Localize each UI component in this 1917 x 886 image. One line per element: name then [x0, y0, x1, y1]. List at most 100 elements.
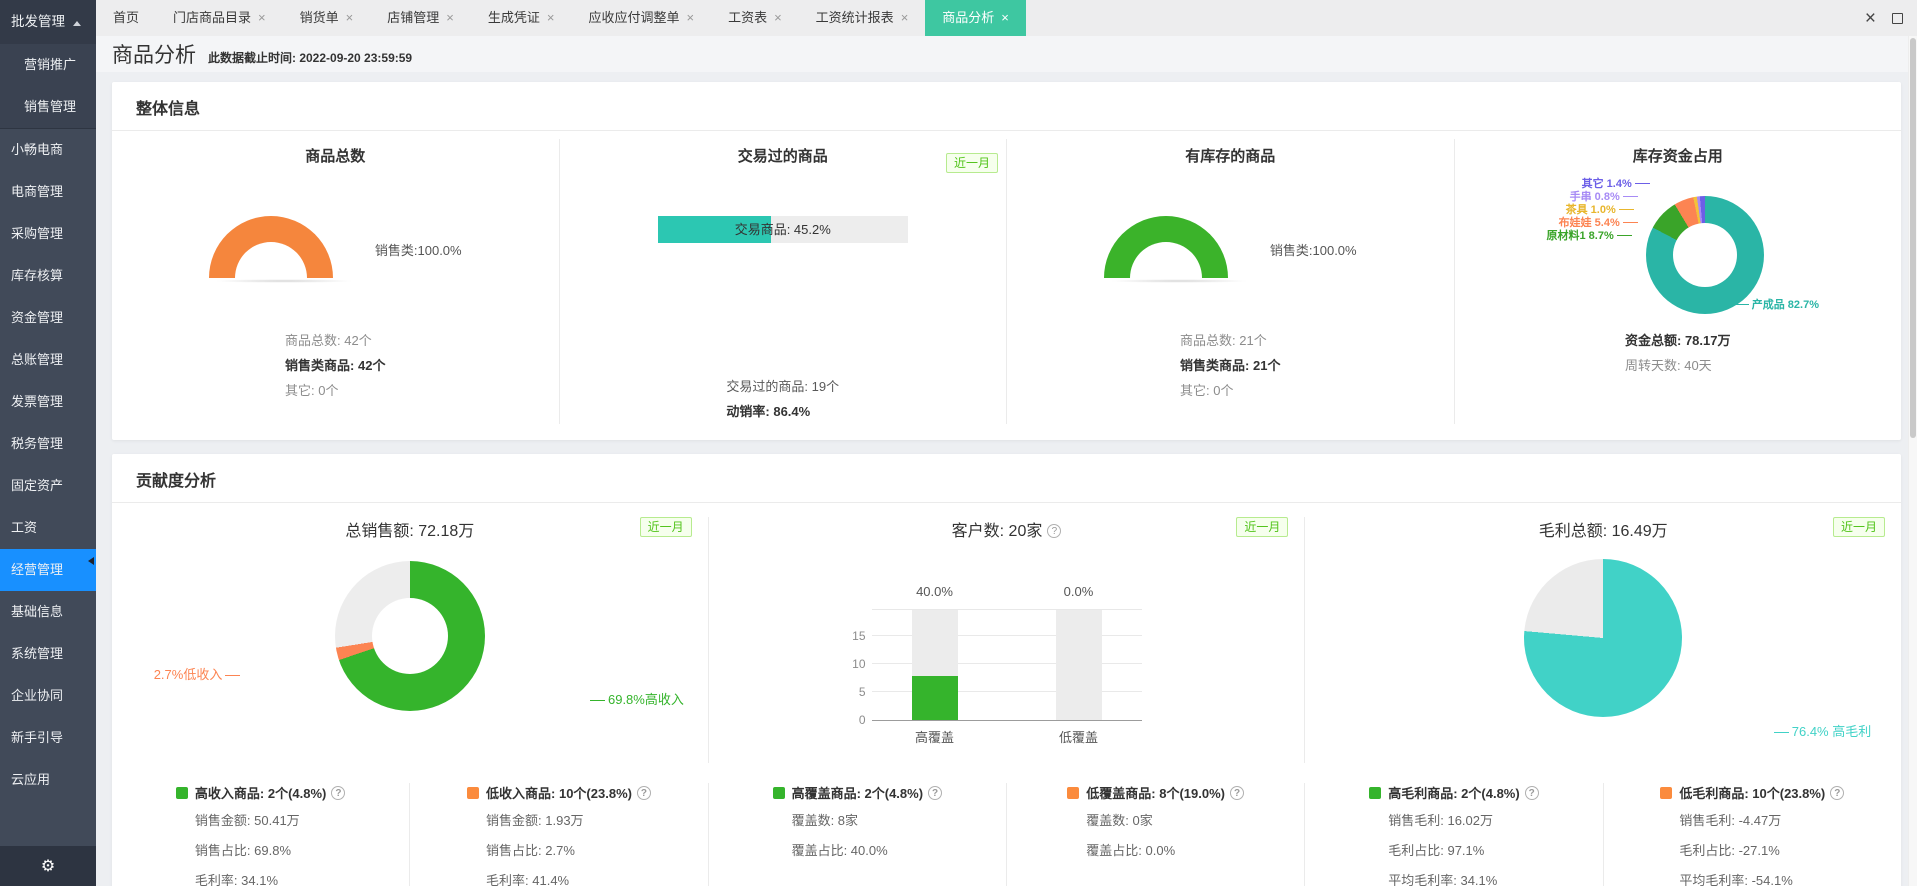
gauge-base-shadow — [208, 278, 359, 283]
sidebar-item-xiaochang-ecommerce[interactable]: 小畅电商 — [11, 142, 64, 157]
gauge-wrap — [1103, 215, 1254, 283]
sidebar-group-wholesale[interactable]: 批发管理 — [0, 0, 96, 44]
gridline — [871, 635, 1142, 636]
main-area: 首页 门店商品目录 × 销货单 × 店铺管理 × 生成凭证 × 应收应付调整单 × 工资表… — [96, 0, 1917, 886]
stat-high-income: 高收入商品: 2个(4.8%) 销售金额: 50.41万 销售占比: 69.8%… — [112, 783, 411, 886]
tab-generate-voucher[interactable]: 生成凭证 × — [471, 0, 572, 36]
profit-chart-card: 毛利总额: 16.49万 近一月 76.4% 高毛利 — [1305, 517, 1901, 763]
sales-chart-card: 总销售额: 72.18万 近一月 2.7%低收入 69.8%高收入 — [112, 517, 709, 763]
tab-label: 工资统计报表 — [815, 10, 894, 25]
tab-payroll-report[interactable]: 工资统计报表 × — [799, 0, 926, 36]
stat-label: 低收入商品: 10个(23.8%) — [486, 786, 632, 801]
help-icon[interactable] — [1524, 785, 1539, 800]
close-icon[interactable]: × — [1864, 7, 1876, 29]
chart-title: 客户数: 20家 — [709, 517, 1305, 541]
stat-line: 毛利率: 41.4% — [486, 873, 570, 886]
sidebar-item-general-ledger[interactable]: 总账管理 — [11, 352, 64, 367]
help-icon[interactable] — [636, 785, 651, 800]
sidebar-item-purchase-management[interactable]: 采购管理 — [11, 226, 64, 241]
chart-title: 毛利总额: 16.49万 — [1538, 523, 1668, 540]
bar-background-high-coverage — [911, 610, 958, 720]
close-tab-icon[interactable]: × — [900, 10, 909, 25]
gauge-base-shadow — [1103, 278, 1254, 283]
total-products-gauge — [208, 215, 333, 278]
help-icon[interactable] — [928, 785, 943, 800]
tab-home[interactable]: 首页 — [96, 0, 156, 36]
sidebar-item-marketing-promotion[interactable]: 营销推广 — [24, 57, 77, 72]
help-icon[interactable] — [1830, 785, 1845, 800]
tab-label: 商品分析 — [942, 10, 995, 25]
tab-shop-management[interactable]: 店铺管理 × — [370, 0, 471, 36]
sidebar-item-beginner-guide[interactable]: 新手引导 — [11, 730, 64, 745]
chart-title: 总销售额: 72.18万 — [345, 523, 475, 540]
period-badge: 近一月 — [945, 153, 998, 174]
inventory-funds-card: 库存资金占用 其它 1.4% 手串 0.8% 茶具 1.0% 布娃娃 5.4% … — [1455, 139, 1902, 424]
stat-line: 毛利率: 34.1% — [194, 873, 279, 886]
close-tab-icon[interactable]: × — [446, 10, 454, 25]
sidebar-item-system-management[interactable]: 系统管理 — [11, 646, 64, 661]
detail-line: 销售类商品: 21个 — [1180, 358, 1281, 373]
sidebar-item-ecommerce-management[interactable]: 电商管理 — [11, 184, 64, 199]
slice-label-teaset: 茶具 1.0% — [1566, 201, 1634, 217]
tab-sales-order[interactable]: 销货单 × — [283, 0, 371, 36]
tab-label: 生成凭证 — [487, 10, 540, 25]
sidebar-item-inventory-accounting[interactable]: 库存核算 — [11, 268, 64, 283]
stat-low-profit: 低毛利商品: 10个(23.8%) 销售毛利: -4.47万 毛利占比: -27… — [1604, 783, 1901, 886]
stat-line: 销售占比: 69.8% — [194, 843, 292, 858]
y-axis-tick: 5 — [858, 685, 866, 699]
slice-label-raw-material: 原材料1 8.7% — [1547, 227, 1632, 243]
inventory-donut — [1645, 196, 1764, 314]
close-tab-icon[interactable]: × — [258, 10, 266, 25]
tab-ap-ar-adjustment[interactable]: 应收应付调整单 × — [571, 0, 711, 36]
sidebar-item-funds-management[interactable]: 资金管理 — [11, 310, 64, 325]
y-axis-tick: 0 — [858, 713, 866, 727]
sidebar-item-payroll[interactable]: 工资 — [11, 520, 38, 535]
slice-label-finished-goods: 产成品 82.7% — [1734, 296, 1819, 312]
period-badge: 近一月 — [1833, 517, 1886, 538]
contribution-section: 贡献度分析 总销售额: 72.18万 近一月 2.7%低收入 69.8%高收入 … — [112, 454, 1901, 886]
sidebar-item-cloud-apps[interactable]: 云应用 — [11, 772, 51, 787]
legend-square — [467, 786, 480, 799]
stat-label: 高收入商品: 2个(4.8%) — [194, 786, 327, 801]
sidebar-item-enterprise-collaboration[interactable]: 企业协同 — [11, 688, 64, 703]
contribution-charts-row: 总销售额: 72.18万 近一月 2.7%低收入 69.8%高收入 客户数: 2… — [112, 503, 1901, 763]
gauge-label: 销售类:100.0% — [374, 242, 462, 258]
tab-store-catalog[interactable]: 门店商品目录 × — [156, 0, 283, 36]
tab-product-analysis[interactable]: 商品分析 × — [925, 0, 1026, 36]
contribution-stats-row: 高收入商品: 2个(4.8%) 销售金额: 50.41万 销售占比: 69.8%… — [112, 767, 1901, 886]
tab-label: 门店商品目录 — [173, 10, 252, 25]
label-low-income: 2.7%低收入 — [154, 664, 241, 683]
scrollbar[interactable] — [1908, 36, 1917, 886]
close-tab-icon[interactable]: × — [546, 10, 555, 25]
slice-label-beads: 手串 0.8% — [1570, 188, 1638, 204]
gear-icon[interactable]: ⚙ — [40, 858, 56, 875]
help-icon[interactable] — [331, 785, 346, 800]
close-tab-icon[interactable]: × — [774, 10, 782, 25]
data-cutoff-note: 此数据截止时间: 2022-09-20 23:59:59 — [208, 50, 413, 65]
stat-line: 销售占比: 2.7% — [486, 843, 575, 858]
sidebar-item-invoice-management[interactable]: 发票管理 — [11, 394, 64, 409]
customers-bar-chart: 0 5 10 15 40.0% 0.0% 高覆盖 低覆盖 — [852, 584, 1142, 745]
stat-line: 销售毛利: -4.47万 — [1679, 813, 1782, 828]
help-icon[interactable] — [1047, 524, 1062, 538]
sidebar-item-sales-management[interactable]: 销售管理 — [24, 99, 77, 114]
inventory-funds-chart: 其它 1.4% 手串 0.8% 茶具 1.0% 布娃娃 5.4% 原材料1 8.… — [1455, 170, 1902, 328]
scrollbar-thumb[interactable] — [1910, 38, 1916, 438]
close-tab-icon[interactable]: × — [1001, 10, 1009, 25]
sales-chart: 2.7%低收入 69.8%高收入 — [112, 561, 708, 763]
progress-fill — [657, 216, 771, 243]
stat-line: 毛利占比: 97.1% — [1388, 843, 1485, 858]
tab-label: 店铺管理 — [387, 10, 440, 25]
sidebar-item-tax-management[interactable]: 税务管理 — [11, 436, 64, 451]
close-tab-icon[interactable]: × — [686, 10, 695, 25]
chart-title-text: 客户数: 20家 — [951, 523, 1043, 540]
total-products-card: 商品总数 销售类:100.0% 商品总数: 42个 — [112, 139, 560, 424]
close-tab-icon[interactable]: × — [345, 10, 354, 25]
card-details: 交易过的商品: 19个 动销率: 86.4% — [726, 374, 839, 424]
sidebar-item-business-management[interactable]: 经营管理 — [0, 549, 96, 591]
help-icon[interactable] — [1230, 785, 1244, 800]
tab-payroll-sheet[interactable]: 工资表 × — [711, 0, 799, 36]
fullscreen-icon[interactable] — [1892, 12, 1903, 24]
sidebar-item-fixed-assets[interactable]: 固定资产 — [11, 478, 64, 493]
sidebar-item-basic-info[interactable]: 基础信息 — [11, 604, 64, 619]
